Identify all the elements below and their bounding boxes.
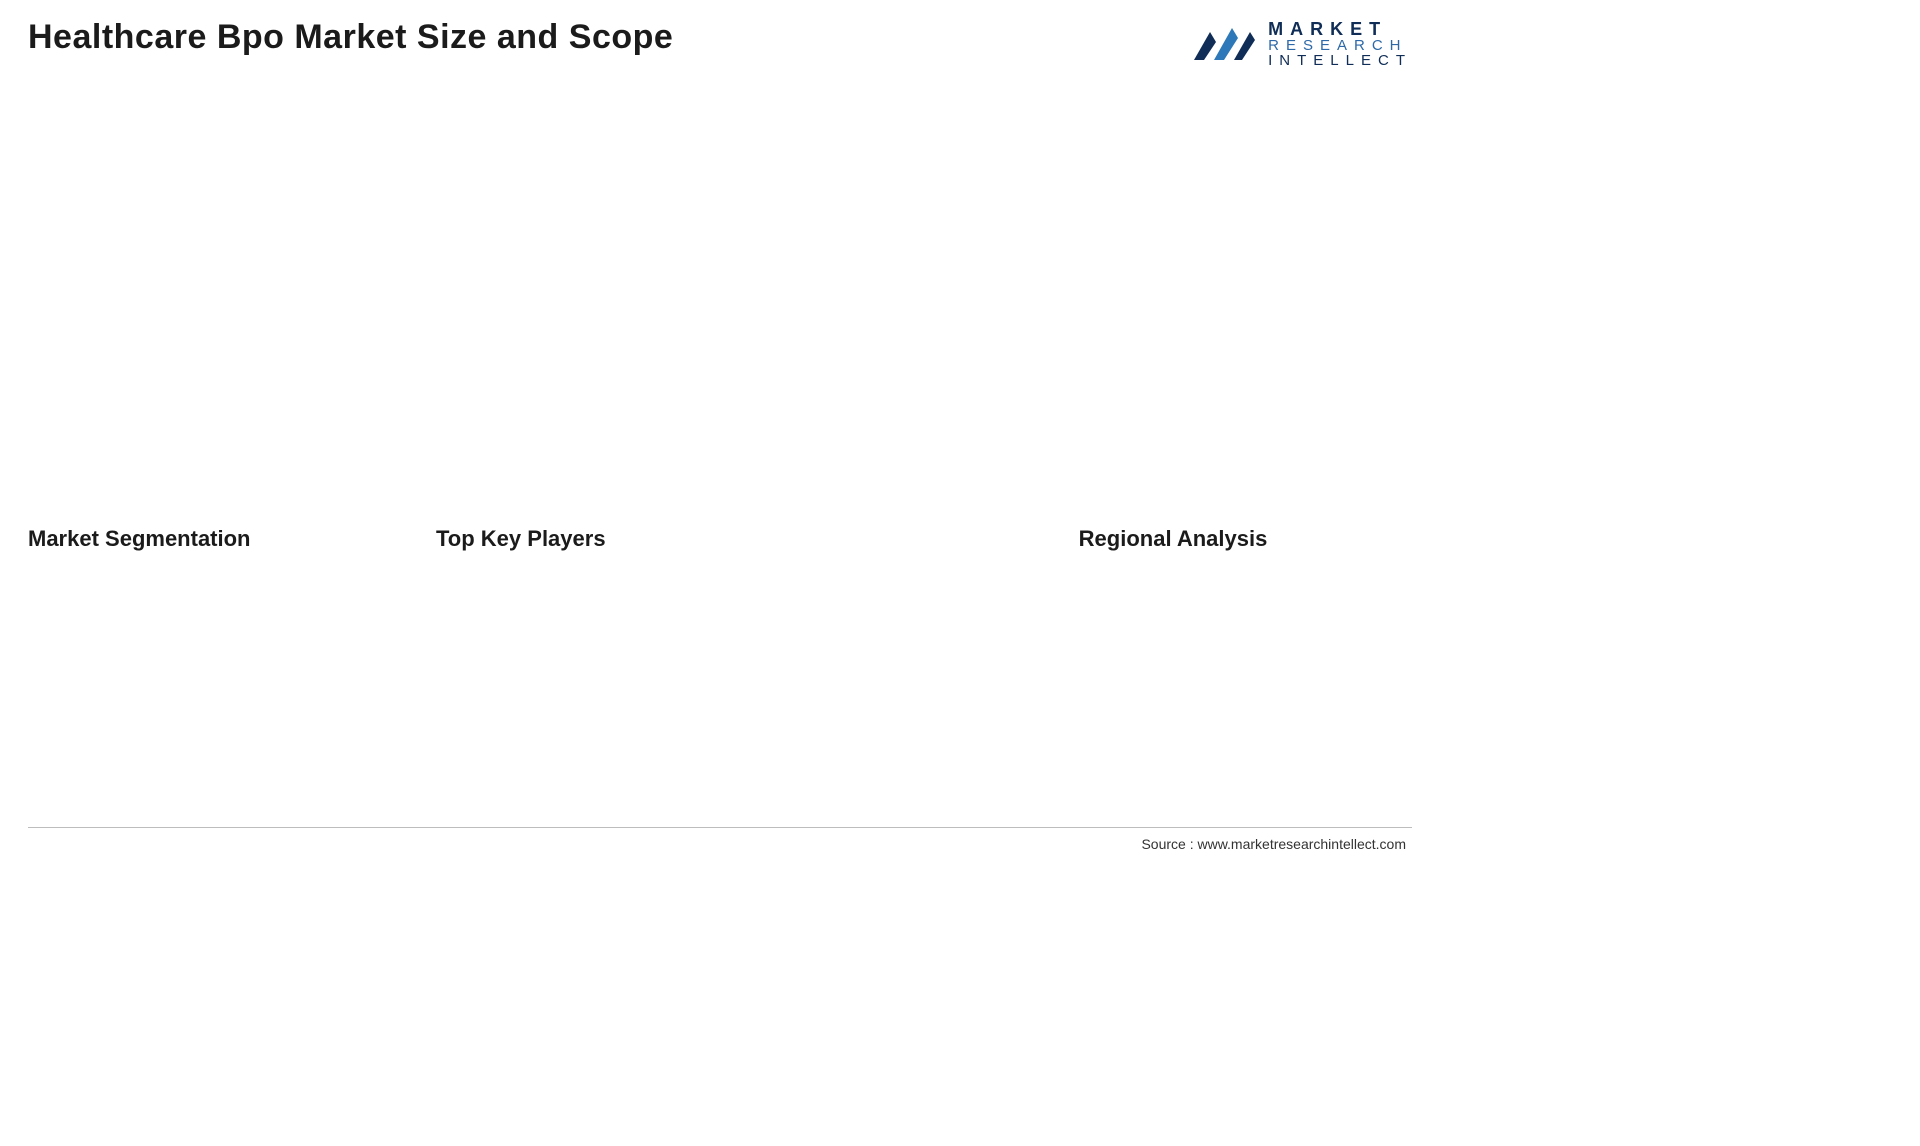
- logo-mark: [1192, 18, 1256, 70]
- footer-divider: [28, 827, 1412, 828]
- players-panel: Top Key Players: [436, 526, 906, 822]
- logo-line-1: MARKET: [1268, 20, 1412, 38]
- segmentation-title: Market Segmentation: [28, 526, 408, 552]
- segmentation-body: [28, 562, 408, 792]
- page-title: Healthcare Bpo Market Size and Scope: [28, 18, 673, 57]
- world-map-panel: [28, 76, 728, 506]
- regional-title: Regional Analysis: [934, 526, 1412, 552]
- players-chart: [556, 562, 856, 792]
- logo-text: MARKET RESEARCH INTELLECT: [1268, 20, 1412, 68]
- logo-chevron-light: [1214, 28, 1238, 60]
- regional-donut: [934, 562, 1164, 792]
- world-map-svg: [28, 76, 728, 506]
- regional-panel: Regional Analysis: [934, 526, 1412, 822]
- logo-chevron-dark: [1194, 32, 1216, 60]
- world-map: [28, 76, 728, 506]
- row-bottom: Market Segmentation Top Key Players Regi…: [28, 526, 1412, 822]
- header: Healthcare Bpo Market Size and Scope MAR…: [28, 18, 1412, 70]
- row-top: [28, 76, 1412, 506]
- logo-line-2: RESEARCH: [1268, 38, 1412, 53]
- footer-source: Source : www.marketresearchintellect.com: [1141, 836, 1406, 852]
- logo-line-3: INTELLECT: [1268, 53, 1412, 68]
- players-body: [436, 562, 906, 792]
- players-labels: [436, 562, 544, 792]
- segmentation-chart: [28, 562, 268, 792]
- forecast-chart: [750, 90, 1412, 506]
- brand-logo: MARKET RESEARCH INTELLECT: [1192, 18, 1412, 70]
- regional-body: [934, 562, 1412, 792]
- players-title: Top Key Players: [436, 526, 906, 552]
- forecast-panel: [750, 76, 1412, 506]
- logo-chevron-dark2: [1234, 32, 1255, 60]
- segmentation-panel: Market Segmentation: [28, 526, 408, 822]
